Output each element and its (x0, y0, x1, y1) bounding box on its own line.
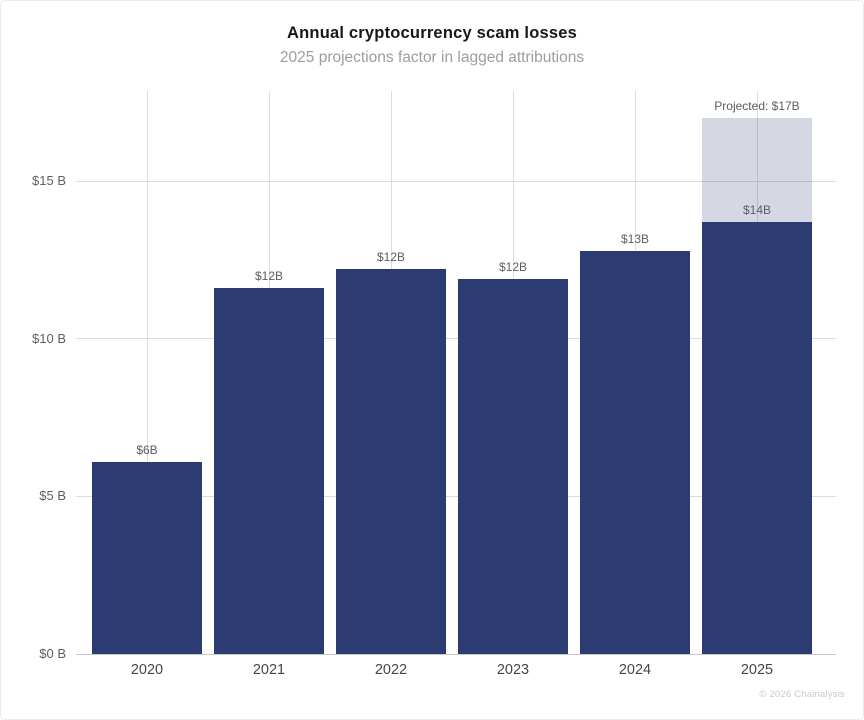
chart-subtitle: 2025 projections factor in lagged attrib… (279, 49, 585, 66)
projected-value-label: Projected: $17B (714, 99, 800, 113)
y-tick-label: $0 B (39, 646, 66, 661)
x-tick-label: 2023 (496, 662, 530, 678)
copyright-credit: © 2026 Chainalysis (759, 689, 845, 700)
bar-2020 (92, 462, 202, 654)
gridline-vertical (146, 91, 148, 654)
bar-2023 (458, 279, 568, 654)
gridline-horizontal (76, 495, 836, 497)
bar-2022 (336, 269, 446, 654)
bar-value-label: $12B (376, 250, 406, 264)
bar-2021 (214, 288, 324, 654)
bar-2025 (702, 222, 812, 654)
plot-area: Projected: $17B $6B $12B $12B $12B $13B $14B (74, 91, 836, 655)
x-tick-label: 2021 (252, 662, 286, 678)
x-tick-label: 2022 (374, 662, 408, 678)
y-tick-label: $5 B (39, 488, 66, 504)
y-tick-label: $15 B (32, 173, 66, 189)
bar-value-label: $12B (254, 269, 284, 283)
y-tick-label: $10 B (32, 330, 66, 346)
gridline-horizontal (76, 338, 836, 340)
bar-value-label: $6B (136, 443, 158, 457)
projected-segment-2025 (702, 118, 812, 222)
chart-title: Annual cryptocurrency scam losses (287, 24, 577, 42)
x-tick-label: 2024 (618, 662, 652, 678)
gridline-horizontal (76, 180, 836, 182)
bar-value-label: $14B (742, 203, 772, 217)
bar-value-label: $12B (498, 260, 528, 274)
x-tick-label: 2020 (130, 662, 164, 678)
bar-value-label: $13B (620, 232, 650, 246)
x-axis-line (76, 653, 836, 655)
x-tick-label: 2025 (740, 662, 774, 678)
bar-2024 (580, 251, 690, 654)
